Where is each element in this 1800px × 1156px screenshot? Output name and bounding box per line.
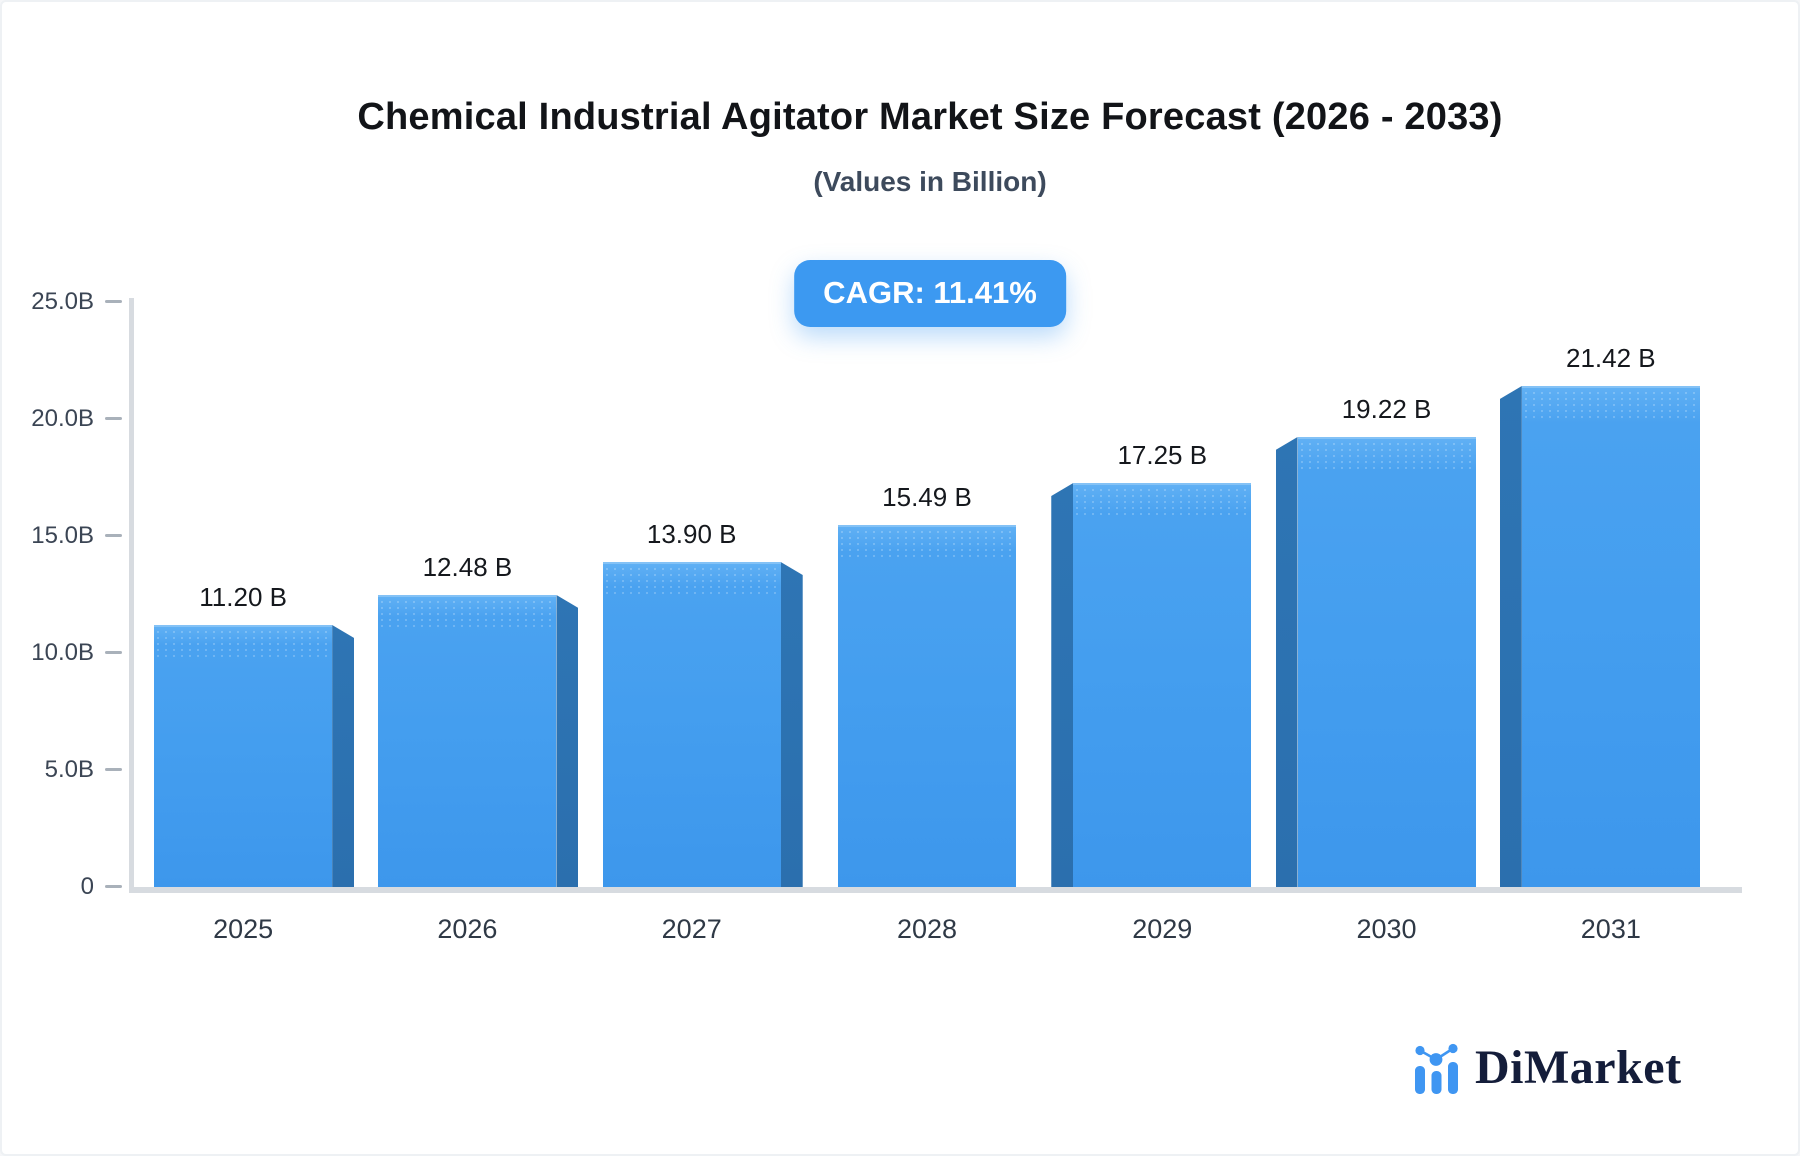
bar-value-label: 19.22 B (1341, 394, 1432, 424)
x-category-label: 2025 (213, 914, 274, 944)
bar-2029: 17.25 B 2029 (1051, 440, 1252, 944)
brand-logo: DiMarket (1414, 1040, 1682, 1095)
y-tick-label: 10.0B (31, 639, 94, 666)
bar-side-face (780, 562, 803, 887)
bar-slot-2027: 13.90 B 2027 (591, 302, 815, 944)
y-tick-label: 20.0B (31, 405, 94, 432)
y-tick-label: 0 (80, 873, 94, 900)
y-tick-dash (105, 417, 122, 420)
bar-face (154, 625, 333, 887)
bar-slot-2029: 17.25 B 2029 (1039, 302, 1263, 944)
y-axis-line (129, 298, 134, 893)
y-tick-label: 15.0B (31, 522, 94, 549)
x-category-label: 2026 (437, 914, 498, 944)
y-tick-dash (105, 534, 122, 537)
x-category-label: 2031 (1580, 914, 1641, 944)
x-axis-baseline (129, 887, 1742, 893)
bar-face (837, 525, 1016, 887)
y-tick-dash (105, 885, 122, 888)
y-tick-label: 25.0B (31, 288, 94, 315)
cagr-badge: CAGR: 11.41% (794, 260, 1066, 327)
y-tick-label: 5.0B (44, 756, 94, 783)
x-category-label: 2027 (661, 914, 722, 944)
bar-slot-2025: 11.20 B 2025 (142, 302, 366, 944)
bar-plot-area: 11.20 B 2025 12.48 B 2026 13.90 B 2027 15.49 B… (142, 302, 1712, 944)
bar-side-face (1051, 483, 1074, 887)
bar-2031: 21.42 B 2031 (1499, 343, 1700, 944)
y-tick-dash (105, 300, 122, 303)
bar-slot-2031: 21.42 B 2031 (1488, 302, 1712, 944)
bar-slot-2026: 12.48 B 2026 (366, 302, 590, 944)
y-tick-dash (105, 768, 122, 771)
bar-value-label: 11.20 B (199, 582, 287, 612)
bar-2028: 15.49 B 2028 (837, 482, 1016, 944)
bar-slot-2030: 19.22 B 2030 (1263, 302, 1487, 944)
bar-value-label: 15.49 B (882, 482, 972, 512)
bar-2025: 11.20 B 2025 (154, 582, 355, 944)
bar-2027: 13.90 B 2027 (602, 519, 803, 944)
bar-value-label: 12.48 B (422, 552, 513, 582)
chart-title: Chemical Industrial Agitator Market Size… (357, 96, 1503, 138)
bar-slot-2028: 15.49 B 2028 (815, 302, 1039, 944)
bar-face (1297, 437, 1476, 887)
bar-2026: 12.48 B 2026 (378, 552, 579, 944)
mini-bar-chart-icon (1415, 1043, 1458, 1094)
bar-face (378, 595, 557, 887)
bar-2030: 19.22 B 2030 (1275, 394, 1476, 944)
x-category-label: 2029 (1132, 914, 1193, 944)
bar-side-face (1275, 437, 1298, 887)
chart-subtitle: (Values in Billion) (813, 166, 1047, 197)
brand-logo-text: DiMarket (1475, 1041, 1682, 1094)
bar-side-face (332, 625, 355, 887)
bar-value-label: 17.25 B (1117, 440, 1208, 470)
x-category-label: 2028 (896, 914, 958, 944)
x-category-label: 2030 (1356, 914, 1417, 944)
bar-value-label: 13.90 B (646, 519, 737, 549)
bar-side-face (1499, 386, 1522, 887)
bar-value-label: 21.42 B (1566, 343, 1656, 373)
bar-side-face (556, 595, 579, 887)
bar-face (1073, 483, 1252, 887)
bar-face (602, 562, 781, 887)
bar-face (1521, 386, 1700, 887)
y-tick-dash (105, 651, 122, 654)
